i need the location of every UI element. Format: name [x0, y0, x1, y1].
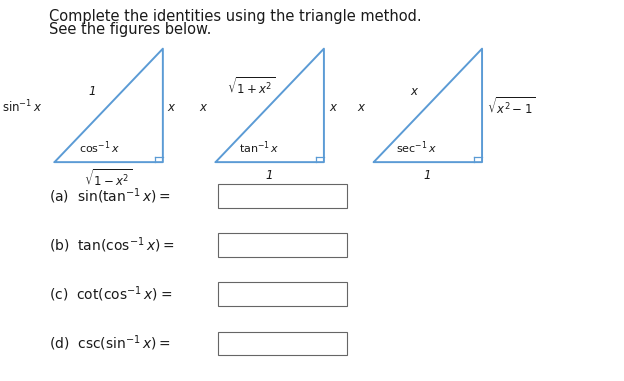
Text: 1: 1 — [266, 168, 273, 182]
FancyBboxPatch shape — [218, 282, 348, 306]
Text: $x$: $x$ — [198, 101, 208, 114]
Text: 1: 1 — [424, 168, 431, 182]
Text: (d)  $\csc(\sin^{-1}x)=$: (d) $\csc(\sin^{-1}x)=$ — [49, 333, 170, 353]
Text: See the figures below.: See the figures below. — [49, 22, 211, 37]
Text: $\sin^{-1}x$: $\sin^{-1}x$ — [2, 99, 43, 115]
Text: $\tan^{-1}x$: $\tan^{-1}x$ — [239, 140, 280, 157]
FancyBboxPatch shape — [218, 184, 348, 208]
Text: (a)  $\sin(\tan^{-1}x)=$: (a) $\sin(\tan^{-1}x)=$ — [49, 186, 170, 206]
Text: $\sec^{-1}x$: $\sec^{-1}x$ — [396, 140, 437, 157]
Text: $x$: $x$ — [329, 101, 338, 114]
Text: $\sqrt{1-x^2}$: $\sqrt{1-x^2}$ — [84, 168, 132, 190]
Text: (b)  $\tan(\cos^{-1}x)=$: (b) $\tan(\cos^{-1}x)=$ — [49, 235, 174, 255]
FancyBboxPatch shape — [218, 331, 348, 355]
Text: $\sqrt{1+x^2}$: $\sqrt{1+x^2}$ — [227, 77, 275, 98]
Text: 1: 1 — [89, 85, 96, 98]
Text: $\sqrt{x^2-1}$: $\sqrt{x^2-1}$ — [487, 97, 535, 118]
Text: $\cos^{-1}x$: $\cos^{-1}x$ — [79, 140, 120, 157]
Text: (c)  $\cot(\cos^{-1}x)=$: (c) $\cot(\cos^{-1}x)=$ — [49, 284, 172, 304]
Text: Complete the identities using the triangle method.: Complete the identities using the triang… — [49, 9, 421, 24]
Text: $x$: $x$ — [167, 101, 177, 114]
Text: $x$: $x$ — [357, 101, 366, 114]
Text: $x$: $x$ — [410, 85, 419, 98]
FancyBboxPatch shape — [218, 233, 348, 257]
